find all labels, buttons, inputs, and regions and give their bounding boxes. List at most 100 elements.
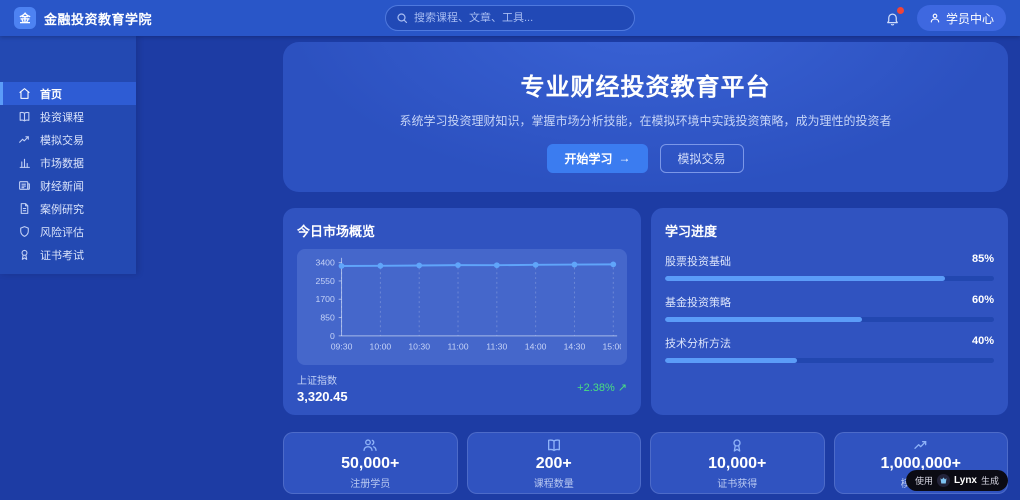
badge-suffix: 生成	[980, 476, 999, 486]
sidebar-item-finance-news[interactable]: 财经新闻	[0, 174, 136, 197]
search-icon	[397, 13, 408, 24]
stat-value: 200+	[535, 454, 572, 472]
market-chart-svg: 09:30 10:00 10:30 11:00 11:30 14:00 14:30 15:0 0…	[316, 258, 621, 352]
notification-bell-button[interactable]	[883, 7, 904, 28]
progress-bar	[665, 276, 994, 281]
stat-registered-students: 50,000+ 注册学员	[283, 432, 458, 494]
index-change-value: +2.38%	[577, 381, 615, 394]
sidebar-item-label: 投资课程	[40, 111, 84, 124]
home-icon	[18, 87, 31, 100]
start-learning-label: 开始学习	[564, 151, 613, 166]
stat-value: 1,000,000+	[880, 454, 962, 472]
svg-text:0: 0	[330, 331, 335, 341]
learning-progress-card: 学习进度 股票投资基础 85% 基金投资策略 60%	[651, 208, 1008, 415]
stat-value: 50,000+	[341, 454, 400, 472]
stat-certificates-earned: 10,000+ 证书获得	[650, 432, 825, 494]
market-overview-title: 今日市场概览	[297, 224, 376, 239]
stat-course-count: 200+ 课程数量	[466, 432, 641, 494]
award-icon	[729, 437, 745, 453]
search-bar[interactable]	[385, 5, 635, 31]
search-input[interactable]	[414, 12, 624, 24]
bell-icon	[887, 13, 899, 26]
start-learning-button[interactable]: 开始学习 →	[547, 143, 648, 173]
svg-text:15:00: 15:00	[602, 341, 621, 351]
sidebar: 首页 投资课程 模拟交易 市场数据 财经新闻 案例研究 风险评估 证书考试	[0, 36, 136, 274]
index-value: 3,320.45	[297, 388, 348, 404]
book-icon	[546, 437, 562, 453]
svg-text:14:00: 14:00	[525, 341, 547, 351]
member-center-label: 学员中心	[945, 11, 994, 26]
stat-label: 课程数量	[533, 478, 574, 490]
market-overview-card: 今日市场概览 09:30 10:00 10:30 11:00 11:30 14:00 14:…	[283, 208, 641, 415]
user-icon	[930, 13, 940, 23]
book-icon	[18, 110, 31, 123]
lynx-generated-badge[interactable]: 使用 Lynx 生成	[906, 470, 1008, 491]
sidebar-item-case-studies[interactable]: 案例研究	[0, 197, 136, 220]
app-title: 金融投资教育学院	[44, 11, 153, 27]
file-icon	[18, 202, 31, 215]
stat-value: 10,000+	[708, 454, 767, 472]
sidebar-item-label: 案例研究	[40, 203, 84, 216]
progress-label: 股票投资基础	[665, 256, 731, 268]
progress-percent: 85%	[971, 253, 994, 265]
topbar: 金 金融投资教育学院 学员中心	[0, 0, 1020, 36]
svg-text:11:00: 11:00	[447, 341, 468, 351]
sidebar-item-courses[interactable]: 投资课程	[0, 105, 136, 128]
sidebar-item-market-data[interactable]: 市场数据	[0, 151, 136, 174]
progress-bar	[665, 317, 994, 322]
progress-label: 技术分析方法	[665, 338, 731, 350]
sim-trading-button[interactable]: 模拟交易	[659, 143, 744, 173]
stat-label: 证书获得	[717, 478, 758, 490]
hero-title: 专业财经投资教育平台	[520, 74, 771, 101]
index-change: +2.38% ↗	[577, 381, 627, 395]
badge-brand: Lynx	[954, 475, 977, 486]
bar-chart-icon	[18, 156, 31, 169]
badge-prefix: 使用	[915, 476, 934, 486]
svg-text:11:30: 11:30	[486, 341, 507, 351]
svg-text:850: 850	[320, 312, 335, 322]
progress-percent: 60%	[971, 294, 994, 306]
svg-text:10:00: 10:00	[370, 341, 392, 351]
app-logo-glyph: 金	[19, 13, 31, 25]
sidebar-item-risk-assessment[interactable]: 风险评估	[0, 220, 136, 243]
svg-text:10:30: 10:30	[408, 341, 430, 351]
progress-item: 基金投资策略 60%	[665, 294, 994, 322]
svg-text:2550: 2550	[316, 276, 335, 286]
lynx-logo-icon	[937, 474, 951, 487]
sidebar-item-sim-trading[interactable]: 模拟交易	[0, 128, 136, 151]
svg-text:1700: 1700	[316, 294, 335, 304]
hero-subtitle: 系统学习投资理财知识，掌握市场分析技能，在模拟环境中实践投资策略，成为理性的投资…	[399, 114, 892, 128]
sidebar-item-label: 证书考试	[40, 249, 84, 262]
users-icon	[362, 437, 378, 453]
progress-item: 股票投资基础 85%	[665, 253, 994, 281]
shield-icon	[18, 225, 31, 238]
sidebar-item-label: 市场数据	[40, 157, 84, 170]
sidebar-item-label: 首页	[40, 88, 62, 101]
member-center-button[interactable]: 学员中心	[916, 5, 1006, 31]
trend-icon	[913, 437, 929, 453]
sidebar-item-label: 财经新闻	[40, 180, 84, 193]
arrow-right-icon: →	[618, 151, 631, 166]
notification-dot	[896, 7, 904, 14]
index-name: 上证指数	[297, 375, 337, 387]
svg-text:3400: 3400	[316, 258, 335, 268]
trend-icon	[18, 133, 31, 146]
progress-percent: 40%	[971, 335, 994, 347]
svg-text:14:30: 14:30	[564, 341, 586, 351]
sidebar-item-label: 风险评估	[40, 226, 84, 239]
app-logo: 金	[14, 7, 36, 29]
progress-item: 技术分析方法 40%	[665, 335, 994, 363]
sidebar-item-home[interactable]: 首页	[0, 82, 136, 105]
sidebar-item-label: 模拟交易	[40, 134, 84, 147]
newspaper-icon	[18, 179, 31, 192]
award-icon	[18, 248, 31, 261]
sidebar-item-certificate-exam[interactable]: 证书考试	[0, 243, 136, 266]
progress-label: 基金投资策略	[665, 297, 731, 309]
stat-label: 注册学员	[350, 478, 391, 490]
up-right-arrow-icon: ↗	[617, 382, 627, 395]
main-content: 专业财经投资教育平台 系统学习投资理财知识，掌握市场分析技能，在模拟环境中实践投…	[136, 36, 1020, 500]
svg-text:09:30: 09:30	[331, 341, 353, 351]
sim-trading-label: 模拟交易	[677, 151, 726, 166]
hero-banner: 专业财经投资教育平台 系统学习投资理财知识，掌握市场分析技能，在模拟环境中实践投…	[283, 42, 1008, 192]
market-chart: 09:30 10:00 10:30 11:00 11:30 14:00 14:30 15:0 0…	[297, 249, 627, 365]
